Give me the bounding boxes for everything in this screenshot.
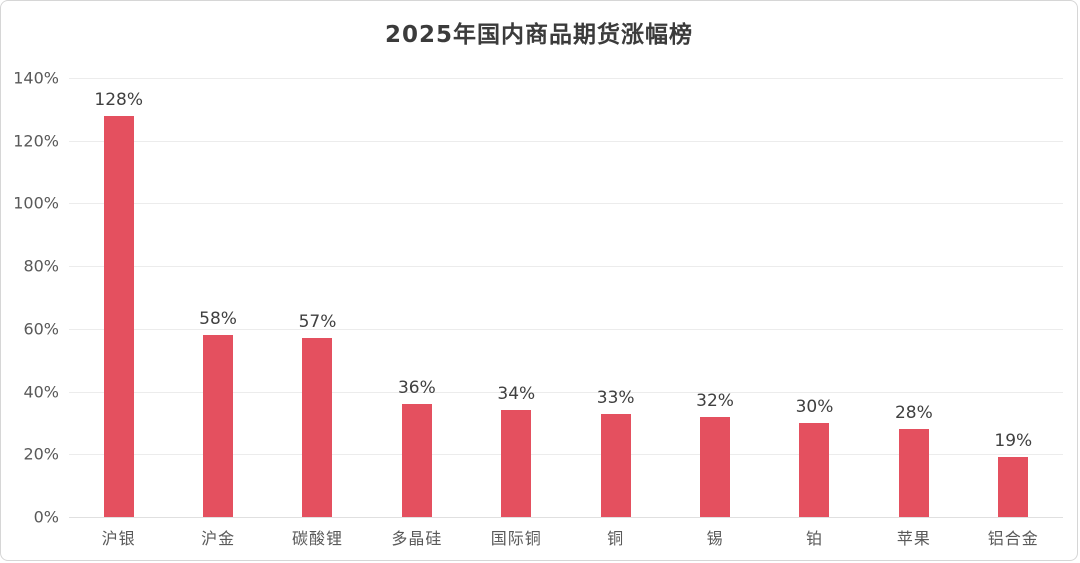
bar-沪金 — [203, 335, 234, 517]
bar-苹果 — [898, 429, 929, 517]
bar-沪银 — [103, 115, 134, 517]
bar-value-label: 128% — [94, 89, 143, 110]
bar-value-label: 57% — [298, 312, 337, 333]
bar-value-label: 33% — [596, 387, 635, 408]
y-axis: 0% 20% 40% 60% 80% 100% 120% 140% — [1, 69, 59, 527]
bar-column-铜: 33% — [566, 78, 665, 517]
gridline-100 — [69, 203, 1063, 205]
x-tick-label-铂: 铂 — [805, 529, 824, 548]
x-tick-label-沪金: 沪金 — [201, 529, 236, 548]
gridline-0 — [69, 517, 1063, 518]
bar-铝合金 — [998, 457, 1029, 517]
bar-column-沪银: 128% — [69, 78, 168, 517]
bar-column-多晶硅: 36% — [367, 78, 466, 517]
bar-column-碳酸锂: 57% — [268, 78, 367, 517]
bar-value-label: 34% — [497, 384, 536, 405]
gridline-40 — [69, 391, 1063, 393]
bar-国际铜 — [501, 410, 532, 517]
bar-碳酸锂 — [302, 338, 333, 517]
bar-column-沪金: 58% — [168, 78, 267, 517]
x-tick-label-苹果: 苹果 — [896, 529, 931, 548]
bar-column-铂: 30% — [765, 78, 864, 517]
bar-value-label: 58% — [199, 309, 237, 330]
plot-area: 128% 58% 57% 36% 34% 33% 32% 30% 28% 19% — [69, 78, 1063, 518]
y-tick-label: 140% — [13, 68, 59, 88]
y-tick-label: 120% — [13, 131, 59, 151]
bar-铂 — [799, 422, 830, 517]
gridline-60 — [69, 328, 1063, 330]
gridline-120 — [69, 140, 1063, 142]
bar-column-国际铜: 34% — [467, 78, 566, 517]
bar-value-label: 19% — [994, 431, 1033, 452]
bar-多晶硅 — [401, 404, 432, 517]
x-tick-label-沪银: 沪银 — [101, 529, 136, 548]
x-tick-label-碳酸锂: 碳酸锂 — [291, 529, 344, 548]
x-tick-label-铜: 铜 — [607, 529, 625, 548]
y-tick-label: 0% — [33, 507, 59, 527]
bar-column-锡: 32% — [665, 78, 764, 517]
x-tick-label-国际铜: 国际铜 — [490, 529, 542, 548]
chart-title: 2025年国内商品期货涨幅榜 — [384, 22, 693, 48]
bar-锡 — [700, 416, 731, 517]
bar-column-铝合金: 19% — [964, 78, 1063, 517]
bar-value-label: 36% — [397, 378, 436, 399]
y-tick-label: 20% — [23, 444, 59, 464]
x-tick-label-锡: 锡 — [706, 529, 724, 548]
bar-铜 — [600, 413, 631, 517]
bar-column-苹果: 28% — [864, 78, 963, 517]
bar-value-label: 30% — [795, 396, 834, 417]
x-tick-label-铝合金: 铝合金 — [987, 529, 1039, 548]
x-axis: 沪银 沪金 碳酸锂 多晶硅 国际铜 铜 锡 铂 苹果 铝合金 — [69, 525, 1063, 555]
bar-value-label: 28% — [894, 403, 933, 424]
gridline-140 — [69, 78, 1063, 79]
y-tick-label: 60% — [23, 319, 59, 339]
y-tick-label: 100% — [13, 193, 59, 213]
bar-value-label: 32% — [696, 390, 734, 411]
gridline-20 — [69, 454, 1063, 456]
y-tick-label: 40% — [23, 382, 59, 402]
x-tick-label-多晶硅: 多晶硅 — [391, 529, 443, 548]
gridline-80 — [69, 266, 1063, 268]
y-tick-label: 80% — [23, 256, 59, 276]
